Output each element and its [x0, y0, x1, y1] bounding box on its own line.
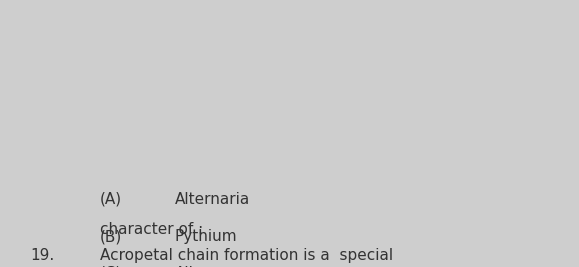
Text: character of :: character of : — [100, 222, 203, 237]
Text: Pythium: Pythium — [175, 229, 237, 244]
Text: Albugo: Albugo — [175, 266, 228, 267]
Text: (B): (B) — [100, 229, 122, 244]
Text: 19.: 19. — [30, 248, 54, 263]
Text: Acropetal chain formation is a  special: Acropetal chain formation is a special — [100, 248, 393, 263]
Text: Alternaria: Alternaria — [175, 192, 250, 207]
Text: (A): (A) — [100, 192, 122, 207]
Text: (C): (C) — [100, 266, 122, 267]
